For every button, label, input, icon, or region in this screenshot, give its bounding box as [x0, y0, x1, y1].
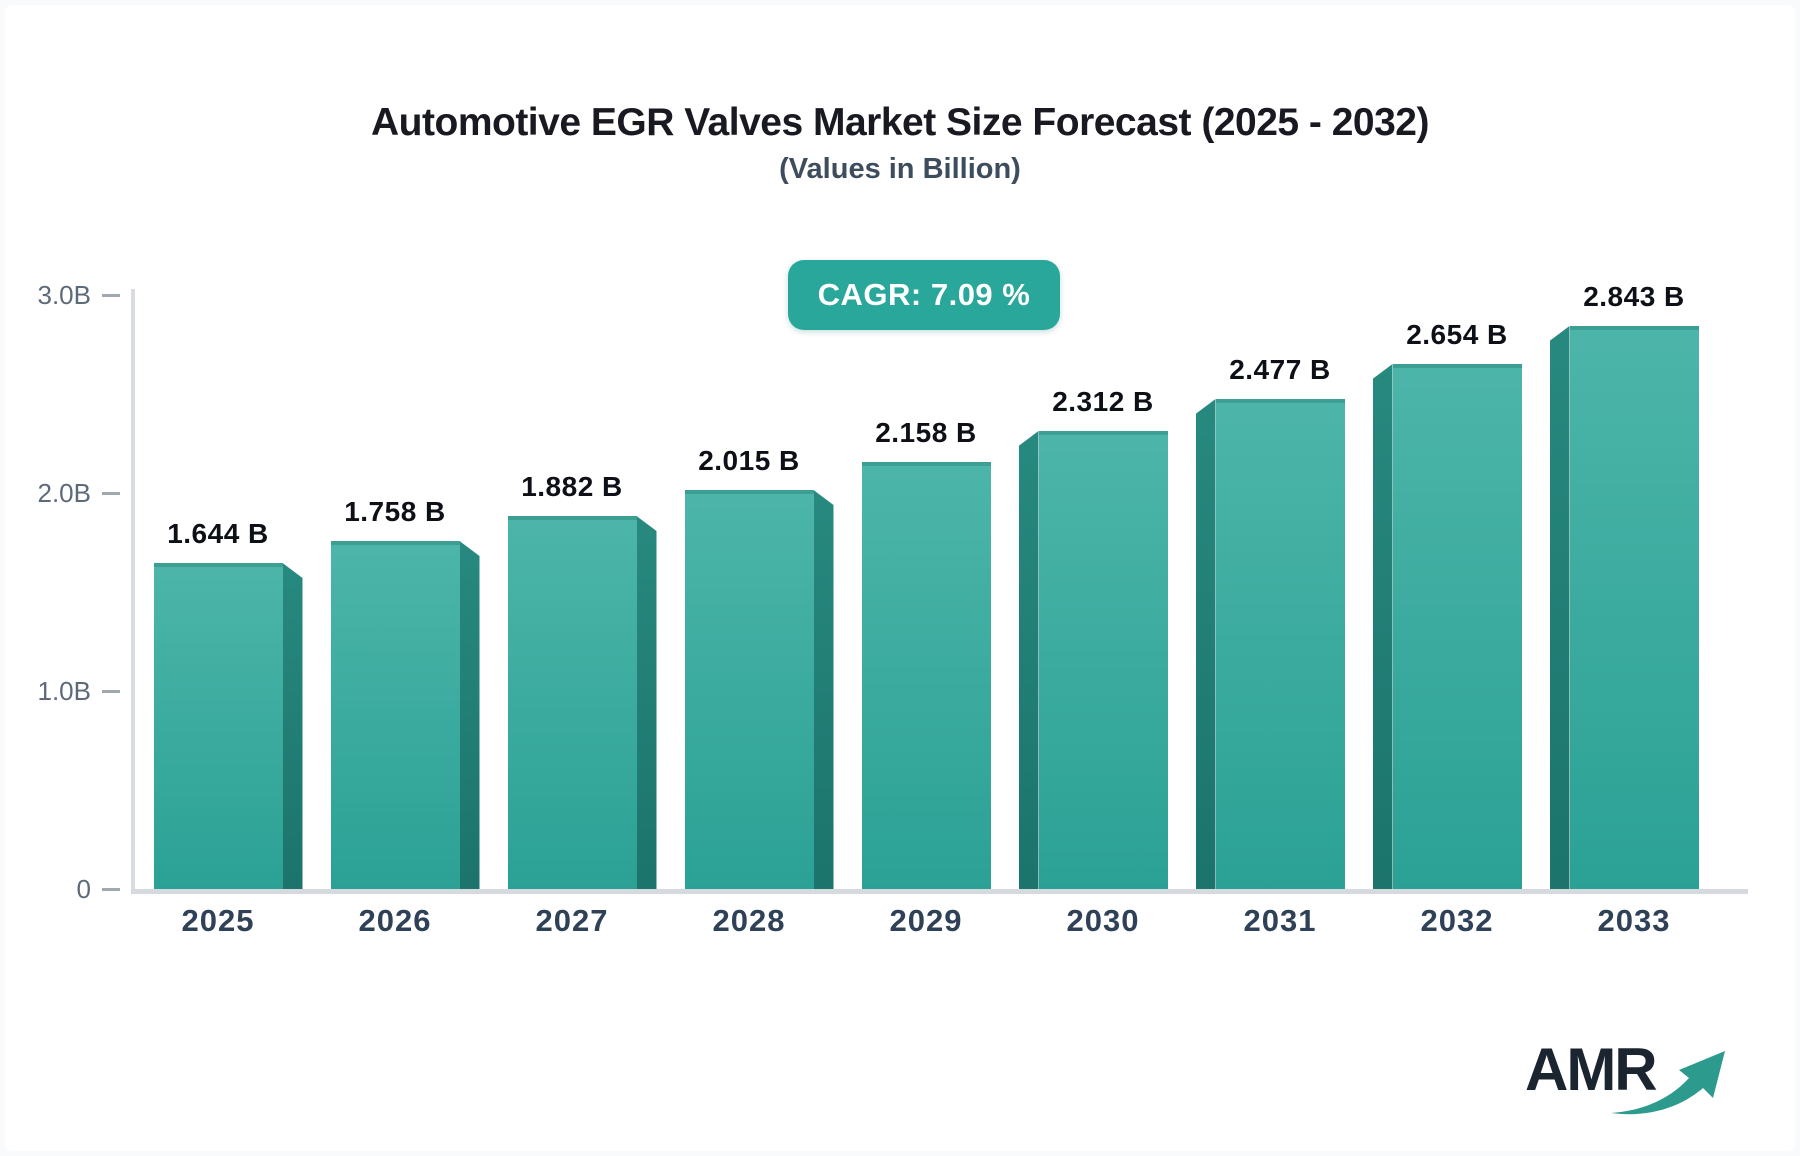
cagr-badge: CAGR: 7.09 %: [788, 260, 1060, 330]
x-axis-label: 2031: [1243, 903, 1317, 938]
bar-chart: 3.0B 2.0B 1.0B 0 1.644 B 2025 1.758 B 2026 1.882…: [5, 5, 1795, 1151]
y-tick-label: 1.0B: [37, 676, 92, 706]
bar-2033[interactable]: [1569, 326, 1699, 889]
amr-logo: AMR: [1525, 1027, 1755, 1117]
x-axis-label: 2025: [181, 903, 255, 938]
bar-value-label: 1.758 B: [344, 496, 446, 527]
y-tick-dash: [102, 294, 120, 297]
bar-side: [1195, 399, 1216, 889]
bar-side: [636, 516, 657, 889]
bar-2028[interactable]: [684, 490, 814, 889]
chart-subtitle: (Values in Billion): [779, 153, 1021, 185]
y-tick-label: 3.0B: [37, 280, 92, 310]
x-axis-label: 2030: [1066, 903, 1140, 938]
bar-side: [459, 541, 480, 889]
bar-2027[interactable]: [507, 516, 637, 889]
x-axis-label: 2033: [1597, 903, 1671, 938]
bar-2025[interactable]: [153, 563, 283, 889]
x-axis-label: 2027: [535, 903, 609, 938]
bar-value-label: 2.158 B: [875, 417, 977, 448]
x-axis-label: 2026: [358, 903, 432, 938]
bar-2029[interactable]: [861, 462, 991, 889]
chart-card: Automotive EGR Valves Market Size Foreca…: [5, 5, 1795, 1151]
y-tick-dash: [102, 888, 120, 891]
y-tick-dash: [102, 690, 120, 693]
bar-value-label: 1.644 B: [167, 518, 269, 549]
bar-2026[interactable]: [330, 541, 460, 889]
chart-title: Automotive EGR Valves Market Size Foreca…: [371, 101, 1429, 144]
bar-side: [1549, 326, 1570, 889]
bar-value-label: 2.015 B: [698, 445, 800, 476]
bar-value-label: 2.843 B: [1583, 281, 1685, 312]
x-axis-label: 2029: [889, 903, 963, 938]
cagr-badge-label: CAGR: 7.09 %: [817, 277, 1031, 312]
x-axis-label: 2028: [712, 903, 786, 938]
bar-side: [282, 563, 303, 889]
y-axis-line: [131, 289, 135, 894]
y-tick-dash: [102, 492, 120, 495]
bar-side: [1372, 364, 1393, 889]
growth-arrow-icon: [1611, 1051, 1725, 1115]
y-tick-label: 0: [76, 874, 91, 904]
bar-side: [813, 490, 834, 889]
bar-value-label: 2.477 B: [1229, 354, 1331, 385]
y-tick-label: 2.0B: [37, 478, 92, 508]
x-axis-line: [131, 889, 1748, 894]
bar-value-label: 2.312 B: [1052, 386, 1154, 417]
bar-2031[interactable]: [1215, 399, 1345, 889]
amr-logo-text: AMR: [1525, 1036, 1658, 1103]
bar-value-label: 2.654 B: [1406, 319, 1508, 350]
bar-value-label: 1.882 B: [521, 471, 623, 502]
bar-2030[interactable]: [1038, 431, 1168, 889]
x-axis-label: 2032: [1420, 903, 1494, 938]
bar-2032[interactable]: [1392, 364, 1522, 889]
bar-side: [1018, 431, 1039, 889]
